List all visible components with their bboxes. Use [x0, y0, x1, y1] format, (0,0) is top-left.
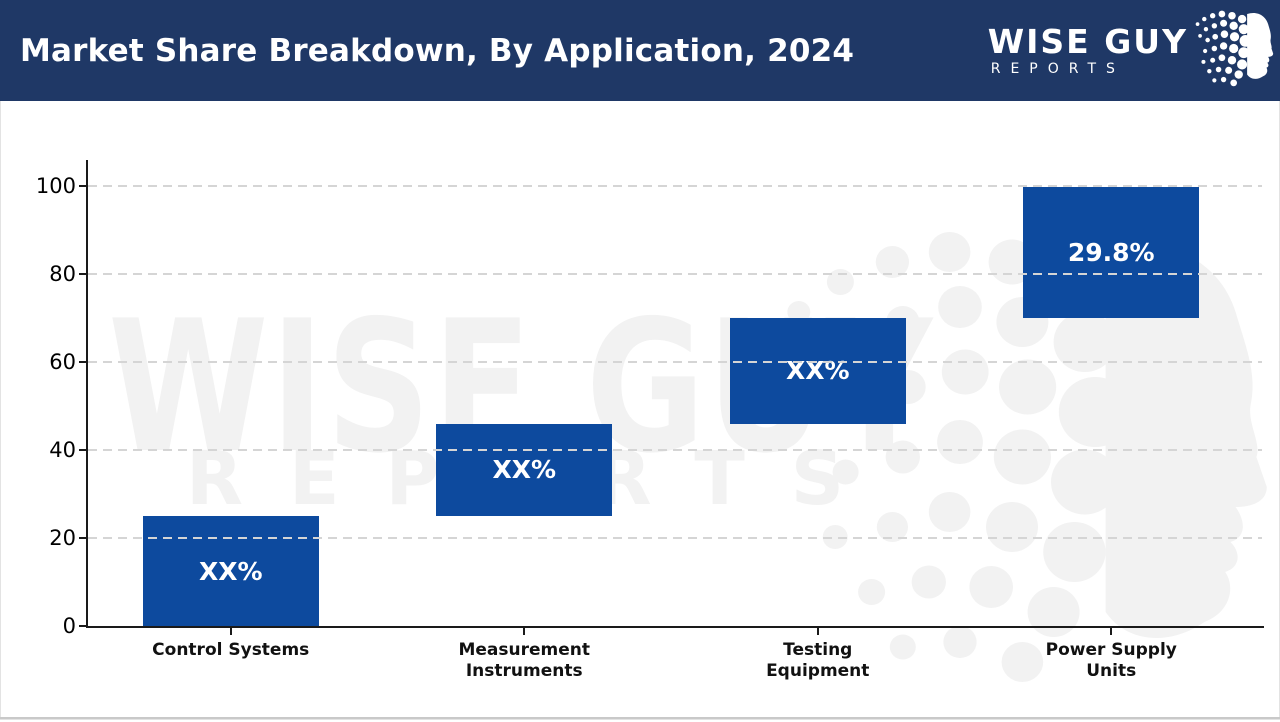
x-tick: [1110, 627, 1113, 635]
x-tick: [816, 627, 819, 635]
x-axis-label: Control Systems: [152, 640, 310, 660]
page-title: Market Share Breakdown, By Application, …: [20, 32, 855, 69]
y-tick-label: 80: [49, 262, 76, 286]
y-tick: [79, 537, 88, 539]
logo-text: WISE GUY REPORTS: [988, 25, 1188, 76]
brand-logo: WISE GUY REPORTS: [988, 7, 1274, 95]
x-axis-label: Power Supply Units: [1045, 640, 1177, 681]
header: Market Share Breakdown, By Application, …: [0, 0, 1280, 101]
gridline: [88, 537, 1262, 539]
gridline: [88, 185, 1262, 187]
bar: XX%: [729, 318, 906, 424]
y-tick: [79, 361, 88, 363]
logo-wordmark: WISE GUY: [987, 22, 1188, 61]
bottom-divider: [0, 717, 1280, 719]
bar: XX%: [142, 516, 319, 626]
y-tick-label: 0: [62, 614, 76, 638]
x-tick: [523, 627, 526, 635]
y-tick-label: 40: [49, 438, 76, 462]
y-tick-label: 100: [35, 174, 76, 198]
x-axis-label: Measurement Instruments: [458, 640, 591, 681]
gridline: [88, 361, 1262, 363]
x-axis-line: [86, 626, 1264, 628]
gridline: [88, 273, 1262, 275]
y-tick: [79, 625, 88, 627]
y-tick: [79, 273, 88, 275]
bar: 29.8%: [1023, 186, 1200, 318]
gridline: [88, 449, 1262, 451]
bar: XX%: [436, 423, 613, 516]
y-tick-label: 60: [49, 350, 76, 374]
y-tick: [79, 185, 88, 187]
y-tick-label: 20: [49, 526, 76, 550]
logo-subtext: REPORTS: [990, 61, 1125, 77]
y-axis-line: [86, 160, 88, 628]
bar-value-label: 29.8%: [1067, 237, 1155, 267]
x-tick: [229, 627, 232, 635]
x-axis-label: Testing Equipment: [766, 640, 870, 681]
bar-value-label: XX%: [198, 556, 263, 586]
bar-value-label: XX%: [492, 455, 557, 485]
y-tick: [79, 449, 88, 451]
